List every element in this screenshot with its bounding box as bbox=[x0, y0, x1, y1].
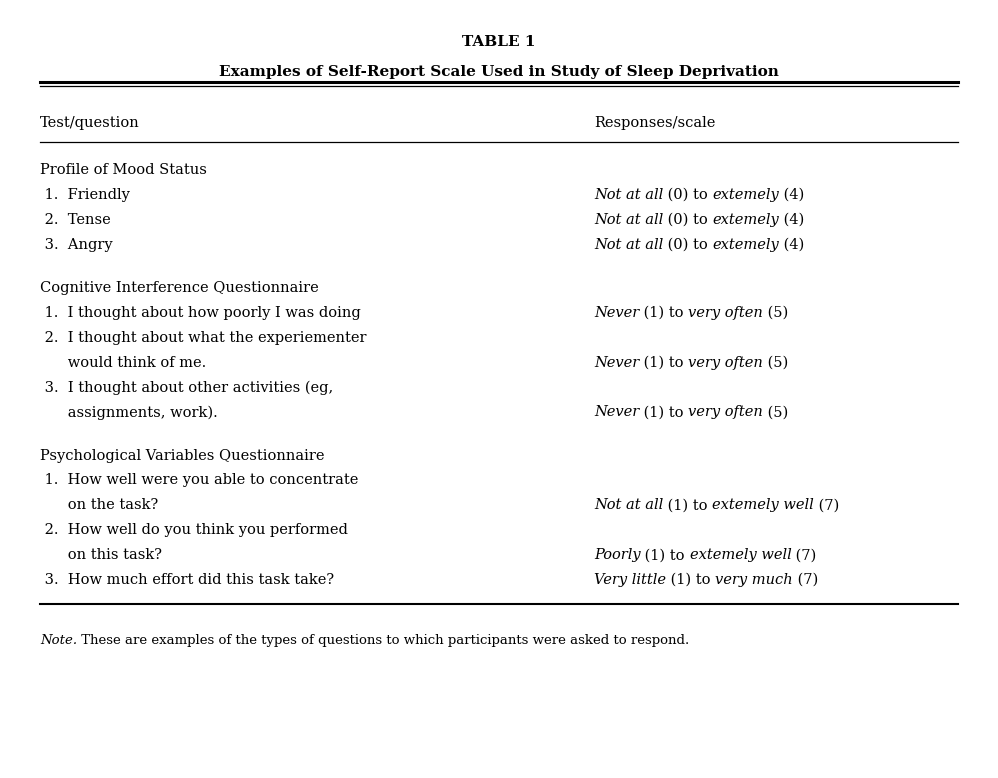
Text: extemely: extemely bbox=[713, 238, 779, 252]
Text: Never: Never bbox=[594, 405, 639, 419]
Text: Not at all: Not at all bbox=[594, 213, 663, 227]
Text: (7): (7) bbox=[792, 573, 817, 587]
Text: 1.  How well were you able to concentrate: 1. How well were you able to concentrate bbox=[40, 474, 358, 488]
Text: (1) to: (1) to bbox=[663, 499, 713, 513]
Text: extemely: extemely bbox=[713, 213, 779, 227]
Text: TABLE 1: TABLE 1 bbox=[462, 35, 536, 49]
Text: Not at all: Not at all bbox=[594, 238, 663, 252]
Text: Test/question: Test/question bbox=[40, 116, 140, 130]
Text: 2.  Tense: 2. Tense bbox=[40, 213, 111, 227]
Text: (0) to: (0) to bbox=[663, 238, 713, 252]
Text: 3.  I thought about other activities (eg,: 3. I thought about other activities (eg, bbox=[40, 380, 333, 395]
Text: (5): (5) bbox=[762, 306, 788, 320]
Text: (1) to: (1) to bbox=[641, 548, 690, 562]
Text: (7): (7) bbox=[814, 499, 839, 513]
Text: (1) to: (1) to bbox=[639, 306, 689, 320]
Text: Never: Never bbox=[594, 356, 639, 370]
Text: (5): (5) bbox=[762, 356, 788, 370]
Text: (5): (5) bbox=[762, 405, 788, 419]
Text: 3.  How much effort did this task take?: 3. How much effort did this task take? bbox=[40, 573, 334, 587]
Text: very often: very often bbox=[689, 306, 762, 320]
Text: Cognitive Interference Questionnaire: Cognitive Interference Questionnaire bbox=[40, 281, 318, 295]
Text: Not at all: Not at all bbox=[594, 188, 663, 202]
Text: 2.  I thought about what the experiementer: 2. I thought about what the experiemente… bbox=[40, 331, 366, 345]
Text: Poorly: Poorly bbox=[594, 548, 641, 562]
Text: very much: very much bbox=[715, 573, 792, 587]
Text: on the task?: on the task? bbox=[40, 499, 158, 513]
Text: assignments, work).: assignments, work). bbox=[40, 405, 218, 420]
Text: (1) to: (1) to bbox=[666, 573, 715, 587]
Text: 1.  Friendly: 1. Friendly bbox=[40, 188, 130, 202]
Text: Note.: Note. bbox=[40, 634, 77, 647]
Text: Not at all: Not at all bbox=[594, 499, 663, 513]
Text: (0) to: (0) to bbox=[663, 213, 713, 227]
Text: (4): (4) bbox=[779, 213, 804, 227]
Text: Profile of Mood Status: Profile of Mood Status bbox=[40, 163, 207, 177]
Text: extemely: extemely bbox=[713, 188, 779, 202]
Text: (4): (4) bbox=[779, 238, 804, 252]
Text: (4): (4) bbox=[779, 188, 804, 202]
Text: very often: very often bbox=[689, 405, 762, 419]
Text: 3.  Angry: 3. Angry bbox=[40, 238, 113, 252]
Text: extemely well: extemely well bbox=[713, 499, 814, 513]
Text: Responses/scale: Responses/scale bbox=[594, 116, 716, 130]
Text: Never: Never bbox=[594, 306, 639, 320]
Text: These are examples of the types of questions to which participants were asked to: These are examples of the types of quest… bbox=[77, 634, 690, 647]
Text: (7): (7) bbox=[791, 548, 816, 562]
Text: (1) to: (1) to bbox=[639, 356, 689, 370]
Text: (0) to: (0) to bbox=[663, 188, 713, 202]
Text: Very little: Very little bbox=[594, 573, 666, 587]
Text: Psychological Variables Questionnaire: Psychological Variables Questionnaire bbox=[40, 449, 324, 463]
Text: Examples of Self-Report Scale Used in Study of Sleep Deprivation: Examples of Self-Report Scale Used in St… bbox=[220, 65, 778, 79]
Text: 1.  I thought about how poorly I was doing: 1. I thought about how poorly I was doin… bbox=[40, 306, 360, 320]
Text: very often: very often bbox=[689, 356, 762, 370]
Text: extemely well: extemely well bbox=[690, 548, 791, 562]
Text: (1) to: (1) to bbox=[639, 405, 689, 419]
Text: on this task?: on this task? bbox=[40, 548, 162, 562]
Text: would think of me.: would think of me. bbox=[40, 356, 207, 370]
Text: 2.  How well do you think you performed: 2. How well do you think you performed bbox=[40, 524, 347, 538]
